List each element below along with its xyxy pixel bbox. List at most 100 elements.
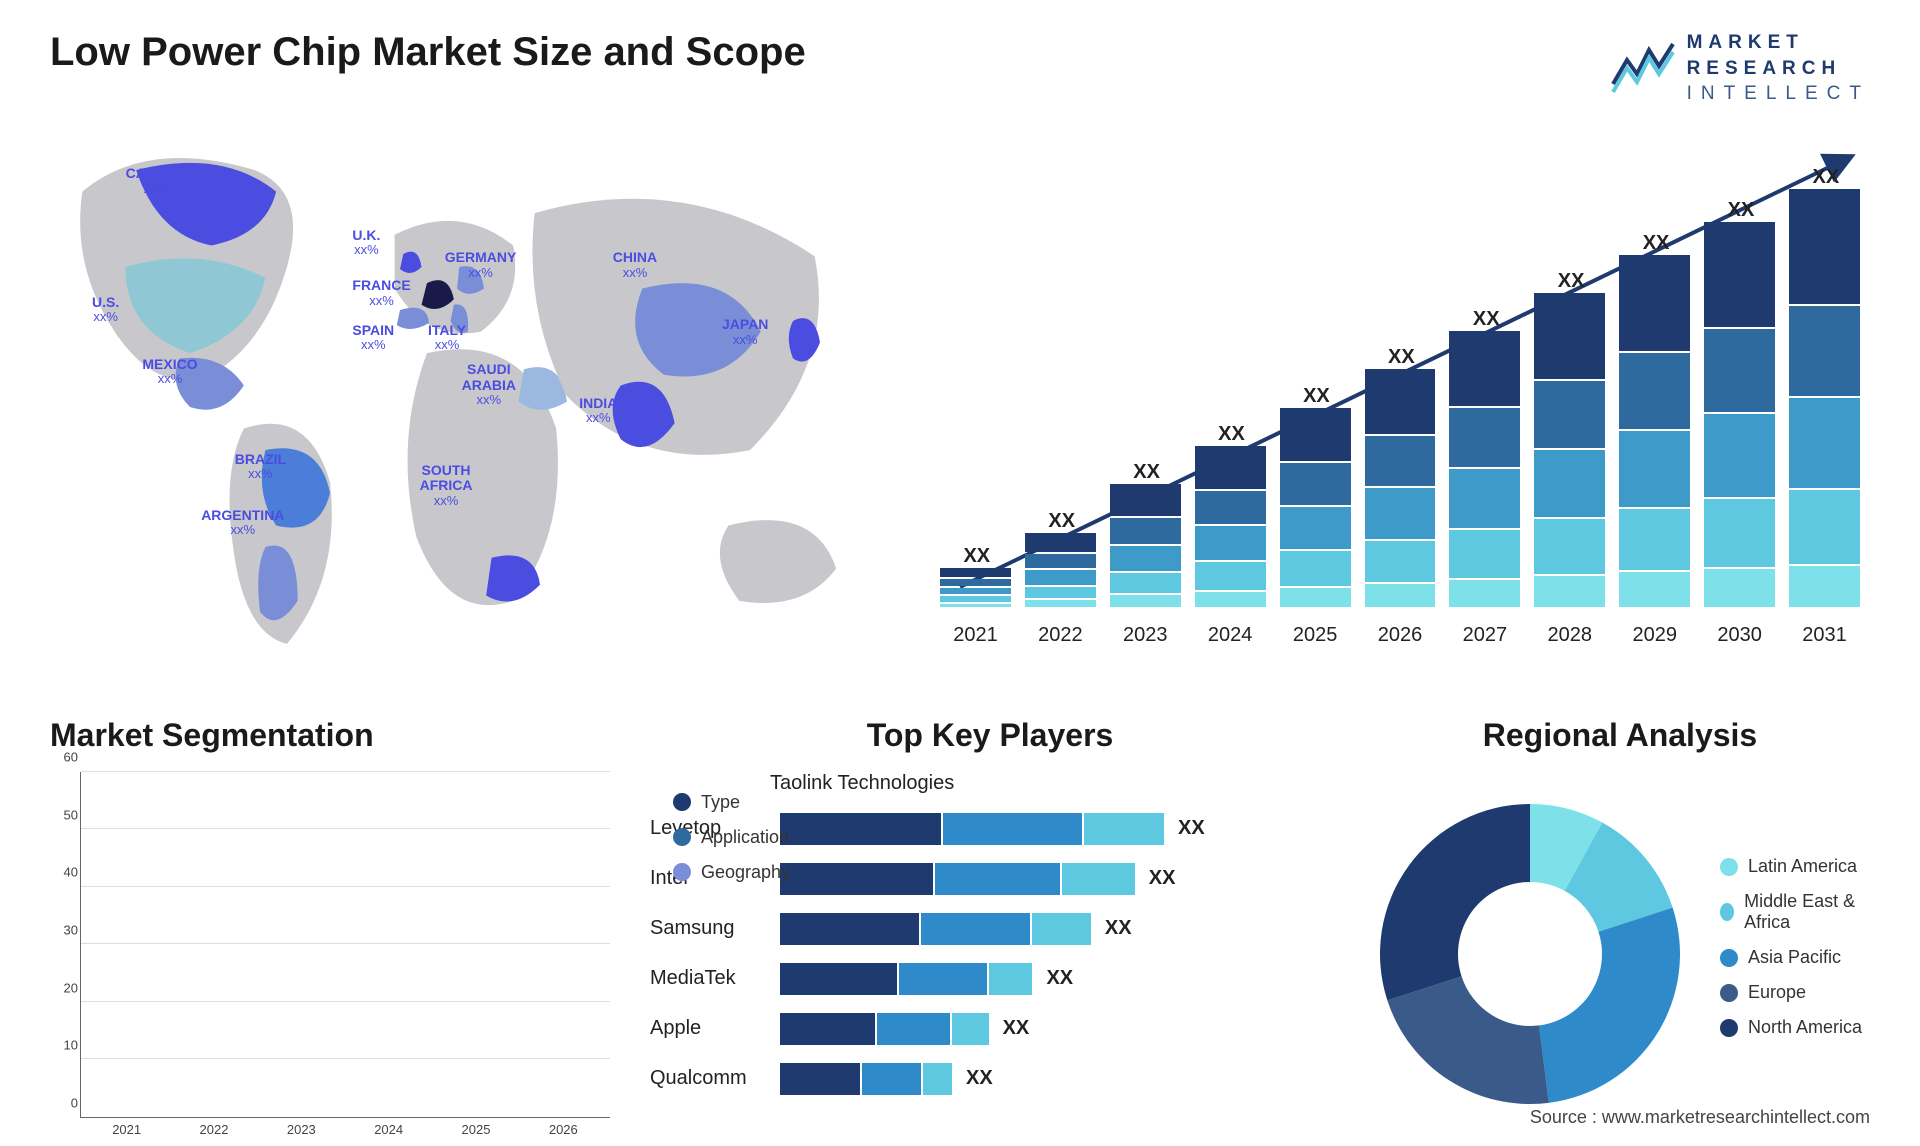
growth-value-label: XX (1048, 510, 1075, 533)
growth-value-label: XX (1303, 385, 1330, 408)
growth-year-label: 2022 (1025, 624, 1096, 647)
growth-value-label: XX (1473, 308, 1500, 331)
map-label: GERMANYxx% (445, 250, 517, 280)
legend-item: Middle East & Africa (1720, 891, 1870, 933)
logo-line1: MARKET (1687, 30, 1870, 56)
segmentation-title: Market Segmentation (50, 717, 610, 754)
legend-item: Geography (673, 862, 790, 883)
growth-value-label: XX (1388, 346, 1415, 369)
world-map-panel: CANADAxx%U.S.xx%MEXICOxx%BRAZILxx%ARGENT… (50, 127, 890, 687)
legend-item: Type (673, 792, 790, 813)
growth-year-label: 2028 (1534, 624, 1605, 647)
growth-year-label: 2031 (1789, 624, 1860, 647)
growth-bar (1280, 406, 1351, 607)
legend-item: North America (1720, 1017, 1870, 1038)
seg-year-label: 2026 (525, 1122, 602, 1137)
growth-value-label: XX (963, 545, 990, 568)
growth-bar (1195, 444, 1266, 607)
growth-value-label: XX (1643, 232, 1670, 255)
brand-logo: MARKET RESEARCH INTELLECT (1611, 30, 1870, 107)
seg-bar (176, 1111, 253, 1117)
key-player-value: XX (1149, 867, 1176, 890)
growth-bar (1365, 367, 1436, 607)
growth-year-label: 2024 (1195, 624, 1266, 647)
seg-year-label: 2023 (263, 1122, 340, 1137)
seg-year-label: 2021 (88, 1122, 165, 1137)
map-label: SOUTHAFRICAxx% (420, 463, 473, 508)
map-label: BRAZILxx% (235, 452, 286, 482)
growth-value-label: XX (1218, 423, 1245, 446)
key-player-row: Samsung XX (650, 907, 1330, 951)
seg-ytick: 30 (64, 922, 78, 937)
growth-bar (1789, 187, 1860, 607)
seg-year-label: 2025 (437, 1122, 514, 1137)
growth-bar (1704, 220, 1775, 607)
source-attribution: Source : www.marketresearchintellect.com (1530, 1107, 1870, 1128)
legend-item: Latin America (1720, 856, 1870, 877)
growth-bar (1619, 253, 1690, 607)
map-label: FRANCExx% (352, 278, 410, 308)
growth-year-label: 2027 (1449, 624, 1520, 647)
donut-slice (1387, 977, 1548, 1105)
donut-slice (1380, 804, 1530, 1000)
seg-ytick: 10 (64, 1038, 78, 1053)
seg-year-label: 2024 (350, 1122, 427, 1137)
growth-value-label: XX (1813, 166, 1840, 189)
key-players-panel: Top Key Players Taolink Technologies Lev… (650, 717, 1330, 1137)
map-label: U.K.xx% (352, 228, 380, 258)
key-player-value: XX (1105, 917, 1132, 940)
key-player-bar (780, 963, 1034, 995)
key-player-row: QualcommXX (650, 1057, 1330, 1101)
regional-legend: Latin America Middle East & Africa Asia Pa… (1720, 856, 1870, 1052)
map-label: CHINAxx% (613, 250, 657, 280)
growth-value-label: XX (1558, 270, 1585, 293)
logo-line2: RESEARCH (1687, 56, 1870, 82)
map-label: ITALYxx% (428, 323, 466, 353)
page-title: Low Power Chip Market Size and Scope (50, 30, 806, 75)
growth-bar (1534, 291, 1605, 607)
key-player-name: MediaTek (650, 967, 780, 990)
growth-year-label: 2026 (1365, 624, 1436, 647)
map-label: ARGENTINAxx% (201, 508, 284, 538)
legend-item: Application (673, 827, 790, 848)
map-label: CANADAxx% (126, 166, 187, 196)
key-player-value: XX (1003, 1017, 1030, 1040)
logo-icon (1611, 40, 1675, 96)
key-player-row: MediaTekXX (650, 957, 1330, 1001)
seg-bar (89, 1111, 166, 1117)
growth-value-label: XX (1133, 461, 1160, 484)
key-player-name: Samsung (650, 917, 780, 940)
segmentation-legend: Type Application Geography (673, 792, 790, 897)
growth-bar (1110, 482, 1181, 607)
key-player-bar (780, 813, 1166, 845)
legend-item: Asia Pacific (1720, 947, 1870, 968)
key-top-company: Taolink Technologies (770, 772, 1330, 795)
key-player-value: XX (1178, 817, 1205, 840)
growth-year-label: 2029 (1619, 624, 1690, 647)
growth-year-label: 2025 (1280, 624, 1351, 647)
growth-bar (1025, 531, 1096, 607)
map-label: SPAINxx% (352, 323, 394, 353)
growth-bar (1449, 329, 1520, 607)
key-player-bar (780, 863, 1137, 895)
regional-panel: Regional Analysis Latin AmericaMiddle Ea… (1370, 717, 1870, 1137)
growth-year-label: 2030 (1704, 624, 1775, 647)
key-player-bar (780, 913, 1093, 945)
growth-chart-panel: 2021202220232024202520262027202820292030… (930, 127, 1870, 687)
map-label: MEXICOxx% (142, 357, 197, 387)
donut-slice (1539, 908, 1680, 1103)
key-player-bar (780, 1063, 954, 1095)
key-players-title: Top Key Players (650, 717, 1330, 754)
segmentation-panel: Market Segmentation 0102030405060 TypeAp… (50, 717, 610, 1137)
key-player-name: Apple (650, 1017, 780, 1040)
key-player-row: Apple XX (650, 1007, 1330, 1051)
seg-bar (525, 1111, 602, 1117)
seg-bar (263, 1111, 340, 1117)
legend-item: Europe (1720, 982, 1870, 1003)
growth-year-label: 2023 (1110, 624, 1181, 647)
seg-bar (351, 1111, 428, 1117)
regional-donut (1370, 794, 1690, 1114)
seg-bar (438, 1111, 515, 1117)
map-label: JAPANxx% (722, 317, 768, 347)
growth-bar (940, 566, 1011, 607)
